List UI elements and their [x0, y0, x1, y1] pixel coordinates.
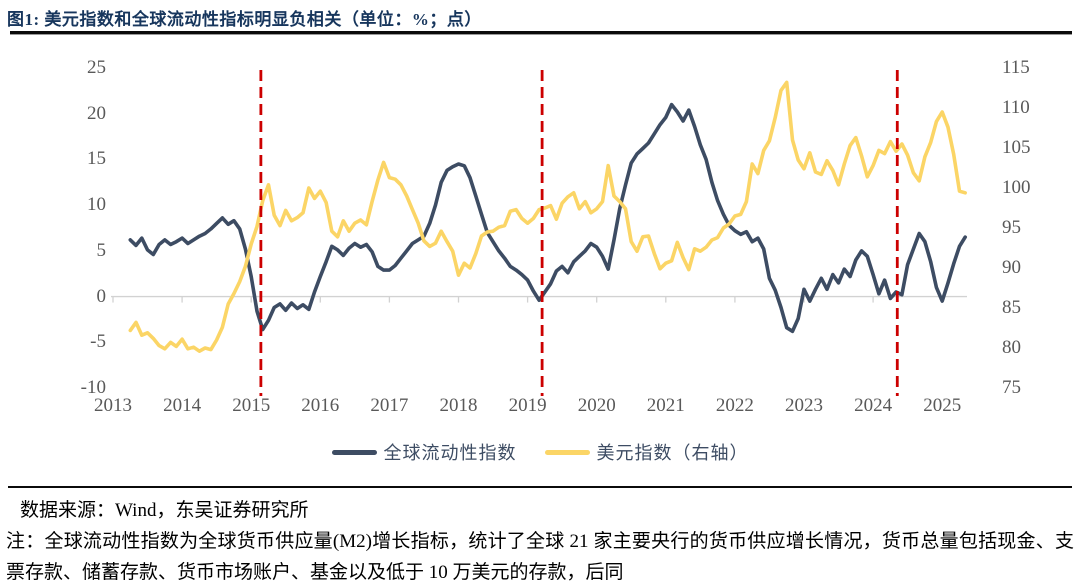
x-tick-label: 2014 [163, 395, 202, 416]
y-right-tick-label: 90 [1002, 257, 1021, 278]
y-right-tick-label: 110 [1002, 97, 1030, 118]
y-left-tick-label: 25 [87, 57, 106, 78]
x-tick-label: 2018 [439, 395, 478, 416]
legend-label-global-liquidity: 全球流动性指数 [383, 443, 517, 463]
title-rule [10, 31, 1072, 35]
y-left-tick-label: 20 [87, 102, 106, 124]
y-right-tick-label: 100 [1002, 177, 1031, 198]
legend-item-usd-index[interactable]: 美元指数（右轴） [544, 439, 749, 465]
y-right-tick-label: 80 [1002, 337, 1021, 358]
x-tick-label: 2023 [785, 395, 823, 416]
usd-index-line-swatch [544, 449, 590, 455]
y-left-tick-label: 5 [96, 239, 107, 261]
footer-rule [8, 486, 1072, 488]
x-tick-label: 2022 [715, 395, 754, 416]
x-tick-label: 2019 [508, 395, 547, 416]
y-left-tick-label: 10 [87, 194, 106, 216]
x-tick-label: 2020 [577, 395, 616, 416]
global-liquidity-index-line [128, 102, 967, 334]
y-left-tick-label: -5 [90, 331, 106, 353]
figure-title: 图1: 美元指数和全球流动性指标明显负相关（单位：%；点） [7, 10, 482, 29]
y-left-tick-label: 15 [87, 148, 106, 170]
x-tick-label: 2025 [923, 395, 962, 416]
chart-legend: 全球流动性指数 美元指数（右轴） [0, 439, 1080, 465]
y-right-tick-label: 105 [1002, 137, 1031, 158]
y-left-tick-label: 0 [96, 285, 107, 307]
x-tick-label: 2015 [232, 395, 271, 416]
x-tick-label: 2017 [370, 395, 409, 416]
y-left-tick-label: -10 [80, 377, 106, 398]
x-tick-label: 2016 [301, 395, 340, 416]
y-right-tick-label: 115 [1002, 57, 1030, 78]
x-tick-label: 2013 [94, 395, 132, 416]
y-right-tick-label: 95 [1002, 217, 1021, 238]
legend-label-usd-index: 美元指数（右轴） [596, 443, 749, 463]
y-right-tick-label: 85 [1002, 297, 1021, 318]
legend-item-global-liquidity[interactable]: 全球流动性指数 [331, 439, 517, 465]
usd-index-line [128, 80, 967, 353]
data-source-line: 数据来源：Wind，东吴证券研究所 [20, 500, 309, 521]
x-tick-label: 2021 [646, 395, 685, 416]
x-tick-label: 2024 [854, 395, 893, 416]
figure-note: 注：全球流动性指数为全球货币供应量(M2)增长指标，统计了全球 21 家主要央行… [6, 531, 1074, 583]
y-right-tick-label: 75 [1002, 377, 1021, 398]
liquidity-line-swatch [331, 449, 377, 455]
